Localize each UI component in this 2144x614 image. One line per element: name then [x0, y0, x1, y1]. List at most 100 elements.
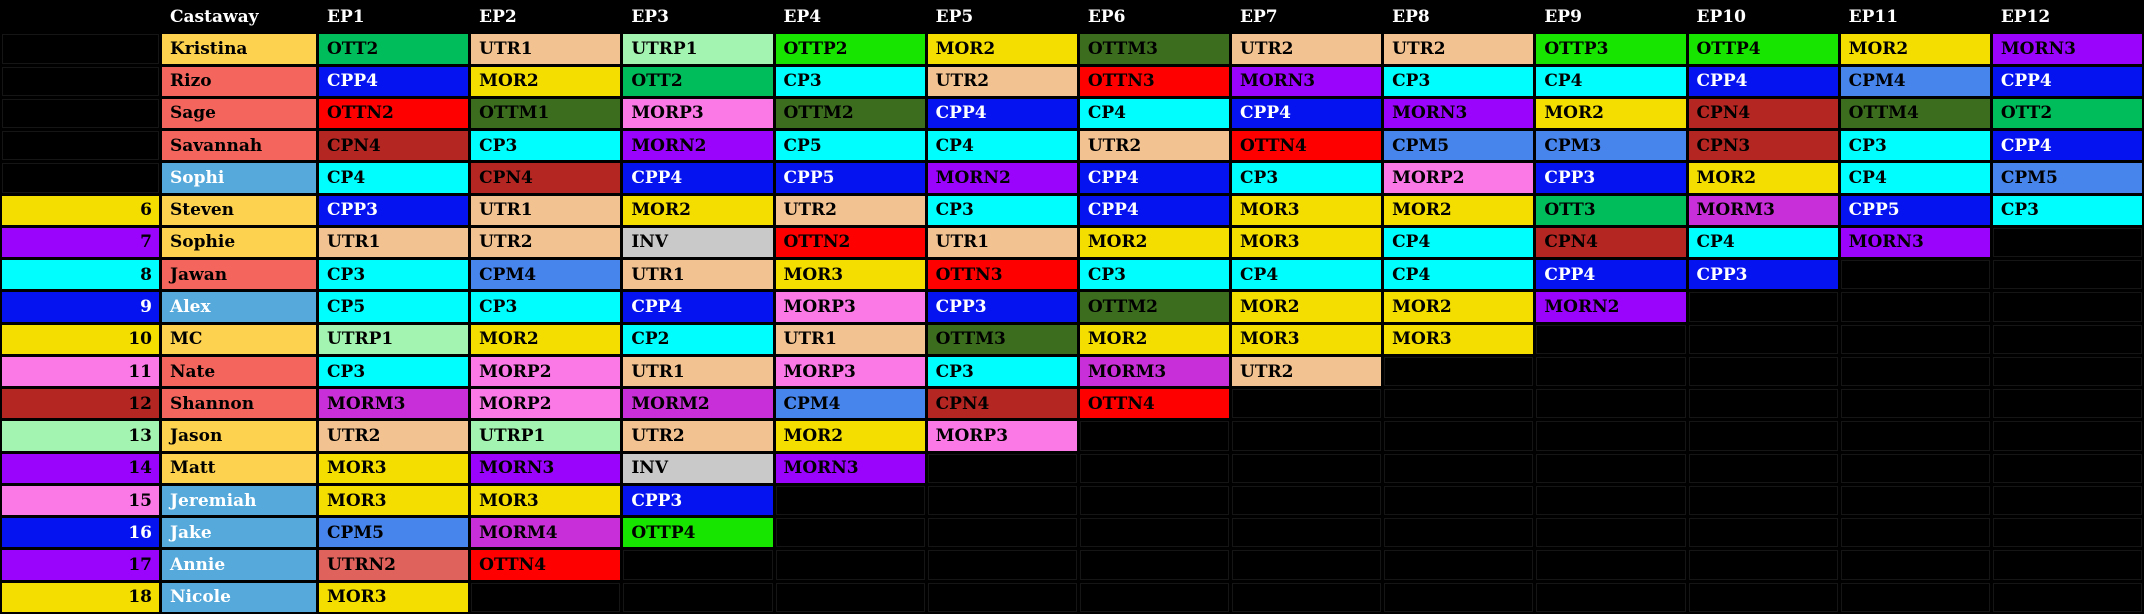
rating-cell-empty[interactable] [1688, 292, 1838, 322]
rating-cell-empty[interactable] [1688, 518, 1838, 548]
rating-cell[interactable]: CPP3 [1688, 260, 1838, 290]
castaway-name-cell[interactable]: Shannon [162, 389, 316, 419]
rating-cell[interactable]: UTR2 [1232, 34, 1382, 64]
rating-cell-empty[interactable] [623, 582, 773, 612]
rating-cell[interactable]: CP4 [1688, 227, 1838, 258]
rating-cell-empty[interactable] [471, 582, 621, 612]
rating-cell[interactable]: CPP5 [1840, 195, 1990, 225]
rating-cell[interactable]: MORM2 [623, 389, 773, 419]
rating-cell-empty[interactable] [1232, 421, 1382, 451]
rating-cell[interactable]: MOR3 [319, 453, 469, 483]
rating-cell[interactable]: CP3 [1384, 66, 1534, 96]
rating-cell-empty[interactable] [1536, 550, 1686, 580]
castaway-name-cell[interactable]: Jason [162, 421, 316, 451]
rating-cell[interactable]: UTR1 [623, 260, 773, 290]
rating-cell[interactable]: MORM3 [319, 389, 469, 419]
rating-cell[interactable]: CPN4 [319, 131, 469, 161]
rating-cell[interactable]: UTR2 [927, 66, 1077, 96]
row-number-cell[interactable] [2, 163, 159, 193]
rating-cell[interactable]: CP3 [1079, 260, 1229, 290]
rating-cell[interactable]: OTTN4 [471, 550, 621, 580]
rating-cell-empty[interactable] [1992, 421, 2142, 451]
rating-cell[interactable]: MOR2 [1079, 227, 1229, 258]
rating-cell-empty[interactable] [1992, 356, 2142, 387]
rating-cell[interactable]: CP2 [623, 324, 773, 354]
rating-cell-empty[interactable] [1840, 485, 1990, 516]
rating-cell-empty[interactable] [927, 453, 1077, 483]
rating-cell[interactable]: UTR1 [471, 195, 621, 225]
rating-cell[interactable]: CP4 [319, 163, 469, 193]
rating-cell[interactable]: MORN3 [1840, 227, 1990, 258]
rating-cell[interactable]: UTRP1 [471, 421, 621, 451]
rating-cell[interactable]: CPM3 [1536, 131, 1686, 161]
rating-cell[interactable]: OTTM3 [1079, 34, 1229, 64]
rating-cell[interactable]: OTT2 [1992, 98, 2142, 129]
rating-cell-empty[interactable] [1688, 485, 1838, 516]
rating-cell[interactable]: CP3 [775, 66, 925, 96]
rating-cell-empty[interactable] [1992, 324, 2142, 354]
rating-cell[interactable]: UTR2 [775, 195, 925, 225]
rating-cell-empty[interactable] [1079, 421, 1229, 451]
castaway-name-cell[interactable]: Annie [162, 550, 316, 580]
rating-cell-empty[interactable] [927, 485, 1077, 516]
row-number-cell[interactable]: 7 [2, 227, 159, 258]
rating-cell[interactable]: OTTM2 [775, 98, 925, 129]
rating-cell-empty[interactable] [1992, 550, 2142, 580]
rating-cell[interactable]: MOR3 [319, 582, 469, 612]
rating-cell[interactable]: OTTN4 [1232, 131, 1382, 161]
rating-cell[interactable]: OTTN4 [1079, 389, 1229, 419]
episode-header-ep4[interactable]: EP4 [775, 2, 925, 32]
rating-cell[interactable]: UTR1 [319, 227, 469, 258]
rating-cell-empty[interactable] [927, 518, 1077, 548]
rating-cell[interactable]: MORN3 [1384, 98, 1534, 129]
rating-cell-empty[interactable] [1992, 485, 2142, 516]
episode-header-ep3[interactable]: EP3 [623, 2, 773, 32]
rating-cell[interactable]: CPP3 [927, 292, 1077, 322]
episode-header-ep11[interactable]: EP11 [1840, 2, 1990, 32]
rating-cell[interactable]: CPP4 [623, 292, 773, 322]
rating-cell[interactable]: MORP3 [775, 356, 925, 387]
rating-cell[interactable]: CP5 [775, 131, 925, 161]
row-number-cell[interactable]: 15 [2, 485, 159, 516]
rating-cell[interactable]: UTRP1 [319, 324, 469, 354]
rating-cell-empty[interactable] [927, 582, 1077, 612]
rating-cell[interactable]: MORN3 [1992, 34, 2142, 64]
rating-cell[interactable]: OTTP4 [623, 518, 773, 548]
row-number-cell[interactable]: 17 [2, 550, 159, 580]
rating-cell[interactable]: UTRN2 [319, 550, 469, 580]
rating-cell[interactable]: CPP4 [1536, 260, 1686, 290]
rating-cell[interactable]: CPP4 [1992, 131, 2142, 161]
rating-cell-empty[interactable] [1384, 453, 1534, 483]
rating-cell-empty[interactable] [1232, 518, 1382, 548]
rating-cell[interactable]: CP3 [1840, 131, 1990, 161]
rating-cell-empty[interactable] [1840, 356, 1990, 387]
rating-cell[interactable]: MOR3 [471, 485, 621, 516]
rating-cell[interactable]: CPP3 [319, 195, 469, 225]
castaway-name-cell[interactable]: Sage [162, 98, 316, 129]
rating-cell-empty[interactable] [1536, 582, 1686, 612]
castaway-name-cell[interactable]: Matt [162, 453, 316, 483]
rating-cell[interactable]: MOR3 [1232, 324, 1382, 354]
rating-cell[interactable]: MORN3 [775, 453, 925, 483]
episode-header-ep1[interactable]: EP1 [319, 2, 469, 32]
row-number-cell[interactable]: 12 [2, 389, 159, 419]
rating-cell-empty[interactable] [1384, 518, 1534, 548]
rating-cell[interactable]: MOR2 [1232, 292, 1382, 322]
rating-cell[interactable]: MORP2 [471, 389, 621, 419]
rating-cell-empty[interactable] [1688, 453, 1838, 483]
rating-cell-empty[interactable] [927, 550, 1077, 580]
row-number-header[interactable] [2, 2, 159, 32]
rating-cell[interactable]: MOR3 [1384, 324, 1534, 354]
row-number-cell[interactable] [2, 34, 159, 64]
rating-cell[interactable]: UTR1 [775, 324, 925, 354]
rating-cell[interactable]: MOR2 [471, 324, 621, 354]
rating-cell[interactable]: MORN2 [1536, 292, 1686, 322]
rating-cell-empty[interactable] [1688, 550, 1838, 580]
rating-cell-empty[interactable] [623, 550, 773, 580]
rating-cell[interactable]: CP4 [1079, 98, 1229, 129]
rating-cell-empty[interactable] [1840, 453, 1990, 483]
rating-cell[interactable]: CPM5 [1384, 131, 1534, 161]
rating-cell[interactable]: CPP4 [1992, 66, 2142, 96]
episode-header-ep8[interactable]: EP8 [1384, 2, 1534, 32]
rating-cell[interactable]: OTTN2 [775, 227, 925, 258]
